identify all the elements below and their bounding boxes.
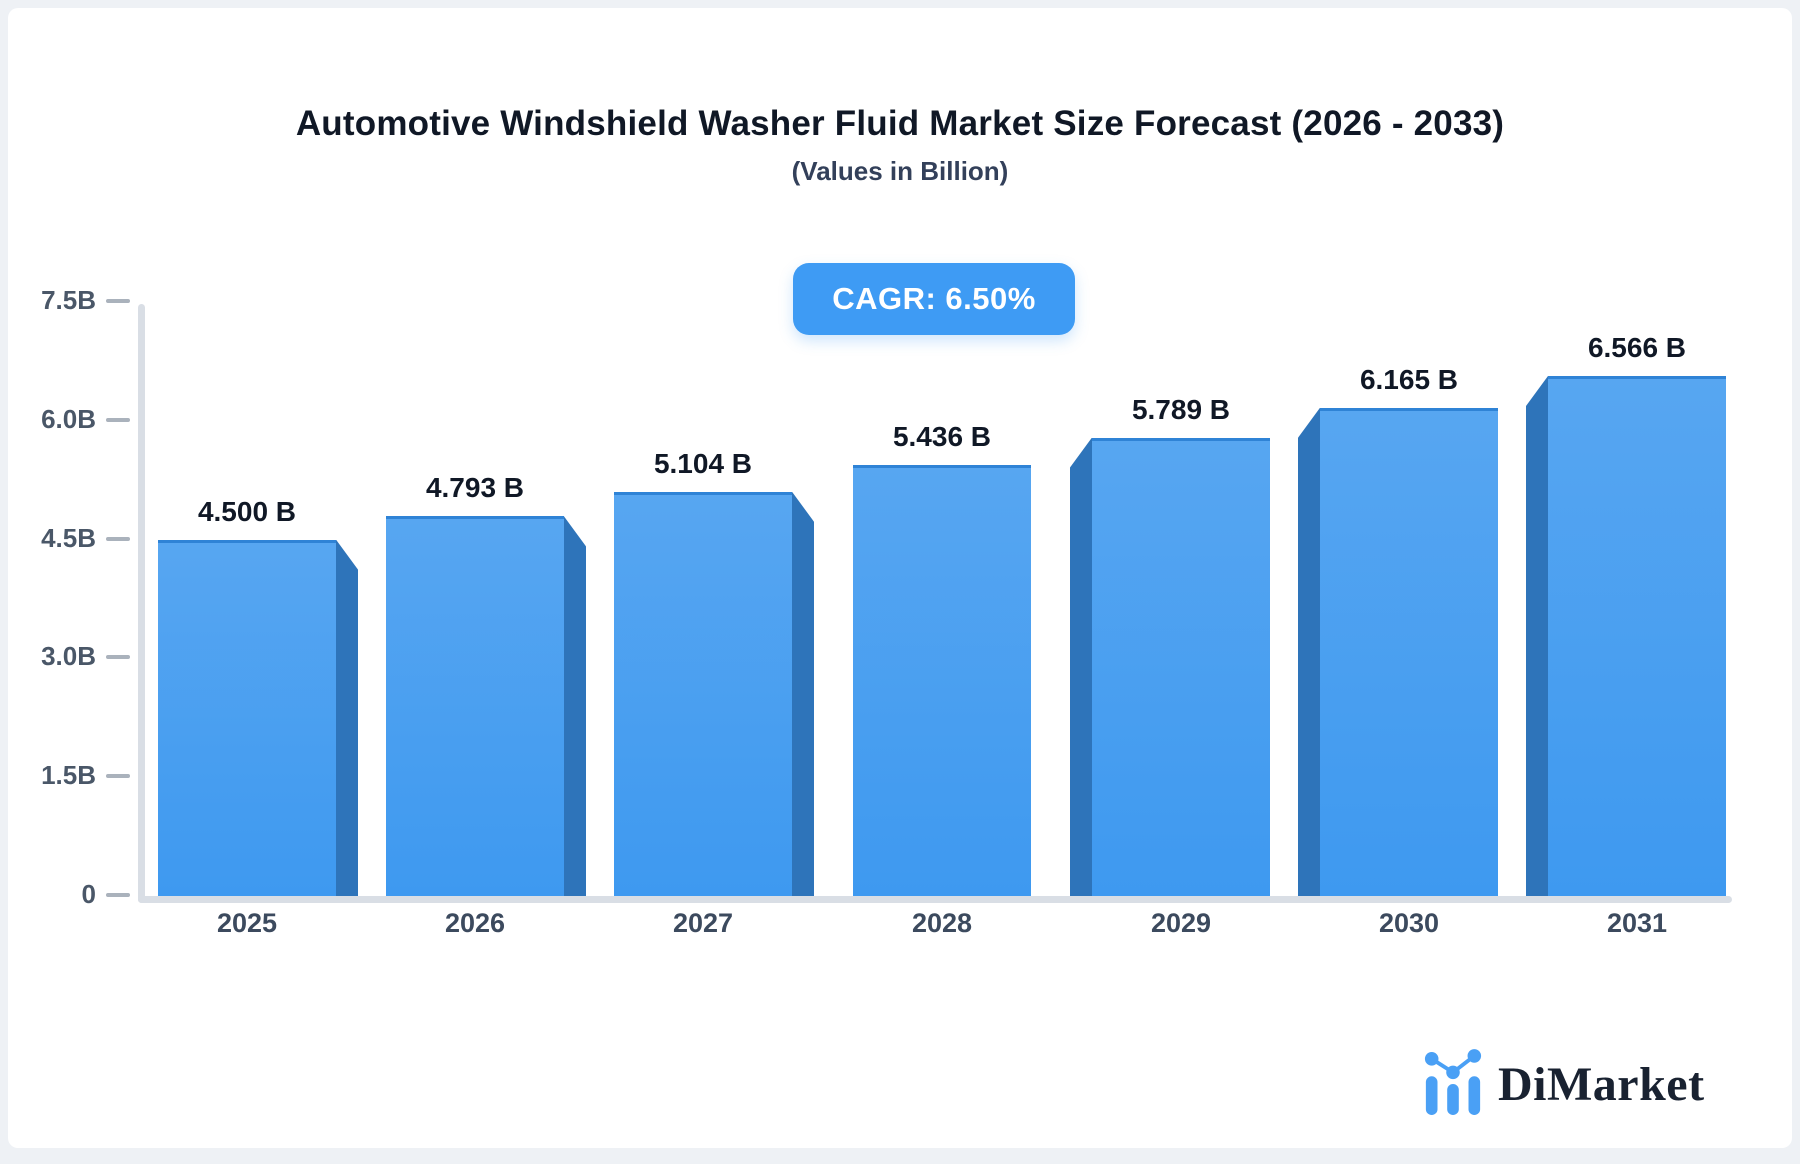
bar-2025[interactable] xyxy=(158,539,336,896)
x-tick-label-2028: 2028 xyxy=(911,908,973,938)
bar-chart: 7.5B 6.0B 4.5B 3.0B 1.5B 0 4.500 B 2025 4.793 B… xyxy=(8,8,1800,1164)
chart-subtitle: (Values in Billion) xyxy=(791,156,1009,186)
y-axis-line xyxy=(138,304,145,903)
bar-line-chart-logo-icon xyxy=(1424,1049,1482,1115)
dimarket-logo: DiMarket xyxy=(1422,1042,1705,1126)
bar-side-2029 xyxy=(1070,437,1092,896)
y-tick-label-6.0B: 6.0B xyxy=(41,403,96,434)
x-tick-label-2029: 2029 xyxy=(1150,908,1212,938)
value-label-2029: 5.789 B xyxy=(1131,393,1231,425)
bar-2027[interactable] xyxy=(614,491,792,896)
y-tick-mark xyxy=(106,893,130,897)
value-label-2031: 6.566 B xyxy=(1587,331,1687,363)
chart-card: Automotive Windshield Washer Fluid Marke… xyxy=(8,8,1792,1148)
value-label-2027: 5.104 B xyxy=(653,447,753,479)
cagr-badge: CAGR: 6.50% xyxy=(793,263,1075,335)
x-tick-label-2030: 2030 xyxy=(1378,908,1440,938)
value-label-2026: 4.793 B xyxy=(425,472,525,504)
bar-2031[interactable] xyxy=(1548,375,1726,896)
y-tick-label-4.5B: 4.5B xyxy=(41,522,96,553)
x-tick-label-2026: 2026 xyxy=(444,908,506,938)
y-tick-mark xyxy=(106,774,130,779)
bar-side-2027 xyxy=(792,491,814,896)
bar-side-2025 xyxy=(336,539,358,896)
value-label-2025: 4.500 B xyxy=(197,495,297,527)
bar-side-2026 xyxy=(564,516,586,896)
x-axis-line xyxy=(138,896,1732,903)
bar-2028[interactable] xyxy=(853,465,1031,896)
y-tick-label-1.5B: 1.5B xyxy=(41,760,96,791)
x-tick-label-2031: 2031 xyxy=(1606,908,1668,938)
bar-2030[interactable] xyxy=(1320,407,1498,896)
logo-text: DiMarket xyxy=(1498,1057,1705,1111)
y-tick-mark xyxy=(106,536,130,541)
cagr-badge-label: CAGR: 6.50% xyxy=(832,281,1036,316)
y-tick-mark xyxy=(106,299,130,303)
bar-2029[interactable] xyxy=(1092,437,1270,896)
x-tick-label-2027: 2027 xyxy=(672,908,734,938)
y-tick-label-3.0B: 3.0B xyxy=(41,641,96,672)
y-tick-label-7.5B: 7.5B xyxy=(41,285,96,315)
bar-side-2031 xyxy=(1526,375,1548,896)
bar-side-2030 xyxy=(1298,407,1320,896)
y-tick-mark xyxy=(106,655,130,660)
y-tick-label-0: 0 xyxy=(81,879,96,909)
chart-title: Automotive Windshield Washer Fluid Marke… xyxy=(295,104,1505,143)
bar-2026[interactable] xyxy=(386,516,564,896)
value-label-2028: 5.436 B xyxy=(892,421,992,453)
x-tick-label-2025: 2025 xyxy=(216,908,278,938)
value-label-2030: 6.165 B xyxy=(1359,363,1459,395)
y-tick-mark xyxy=(106,417,130,422)
